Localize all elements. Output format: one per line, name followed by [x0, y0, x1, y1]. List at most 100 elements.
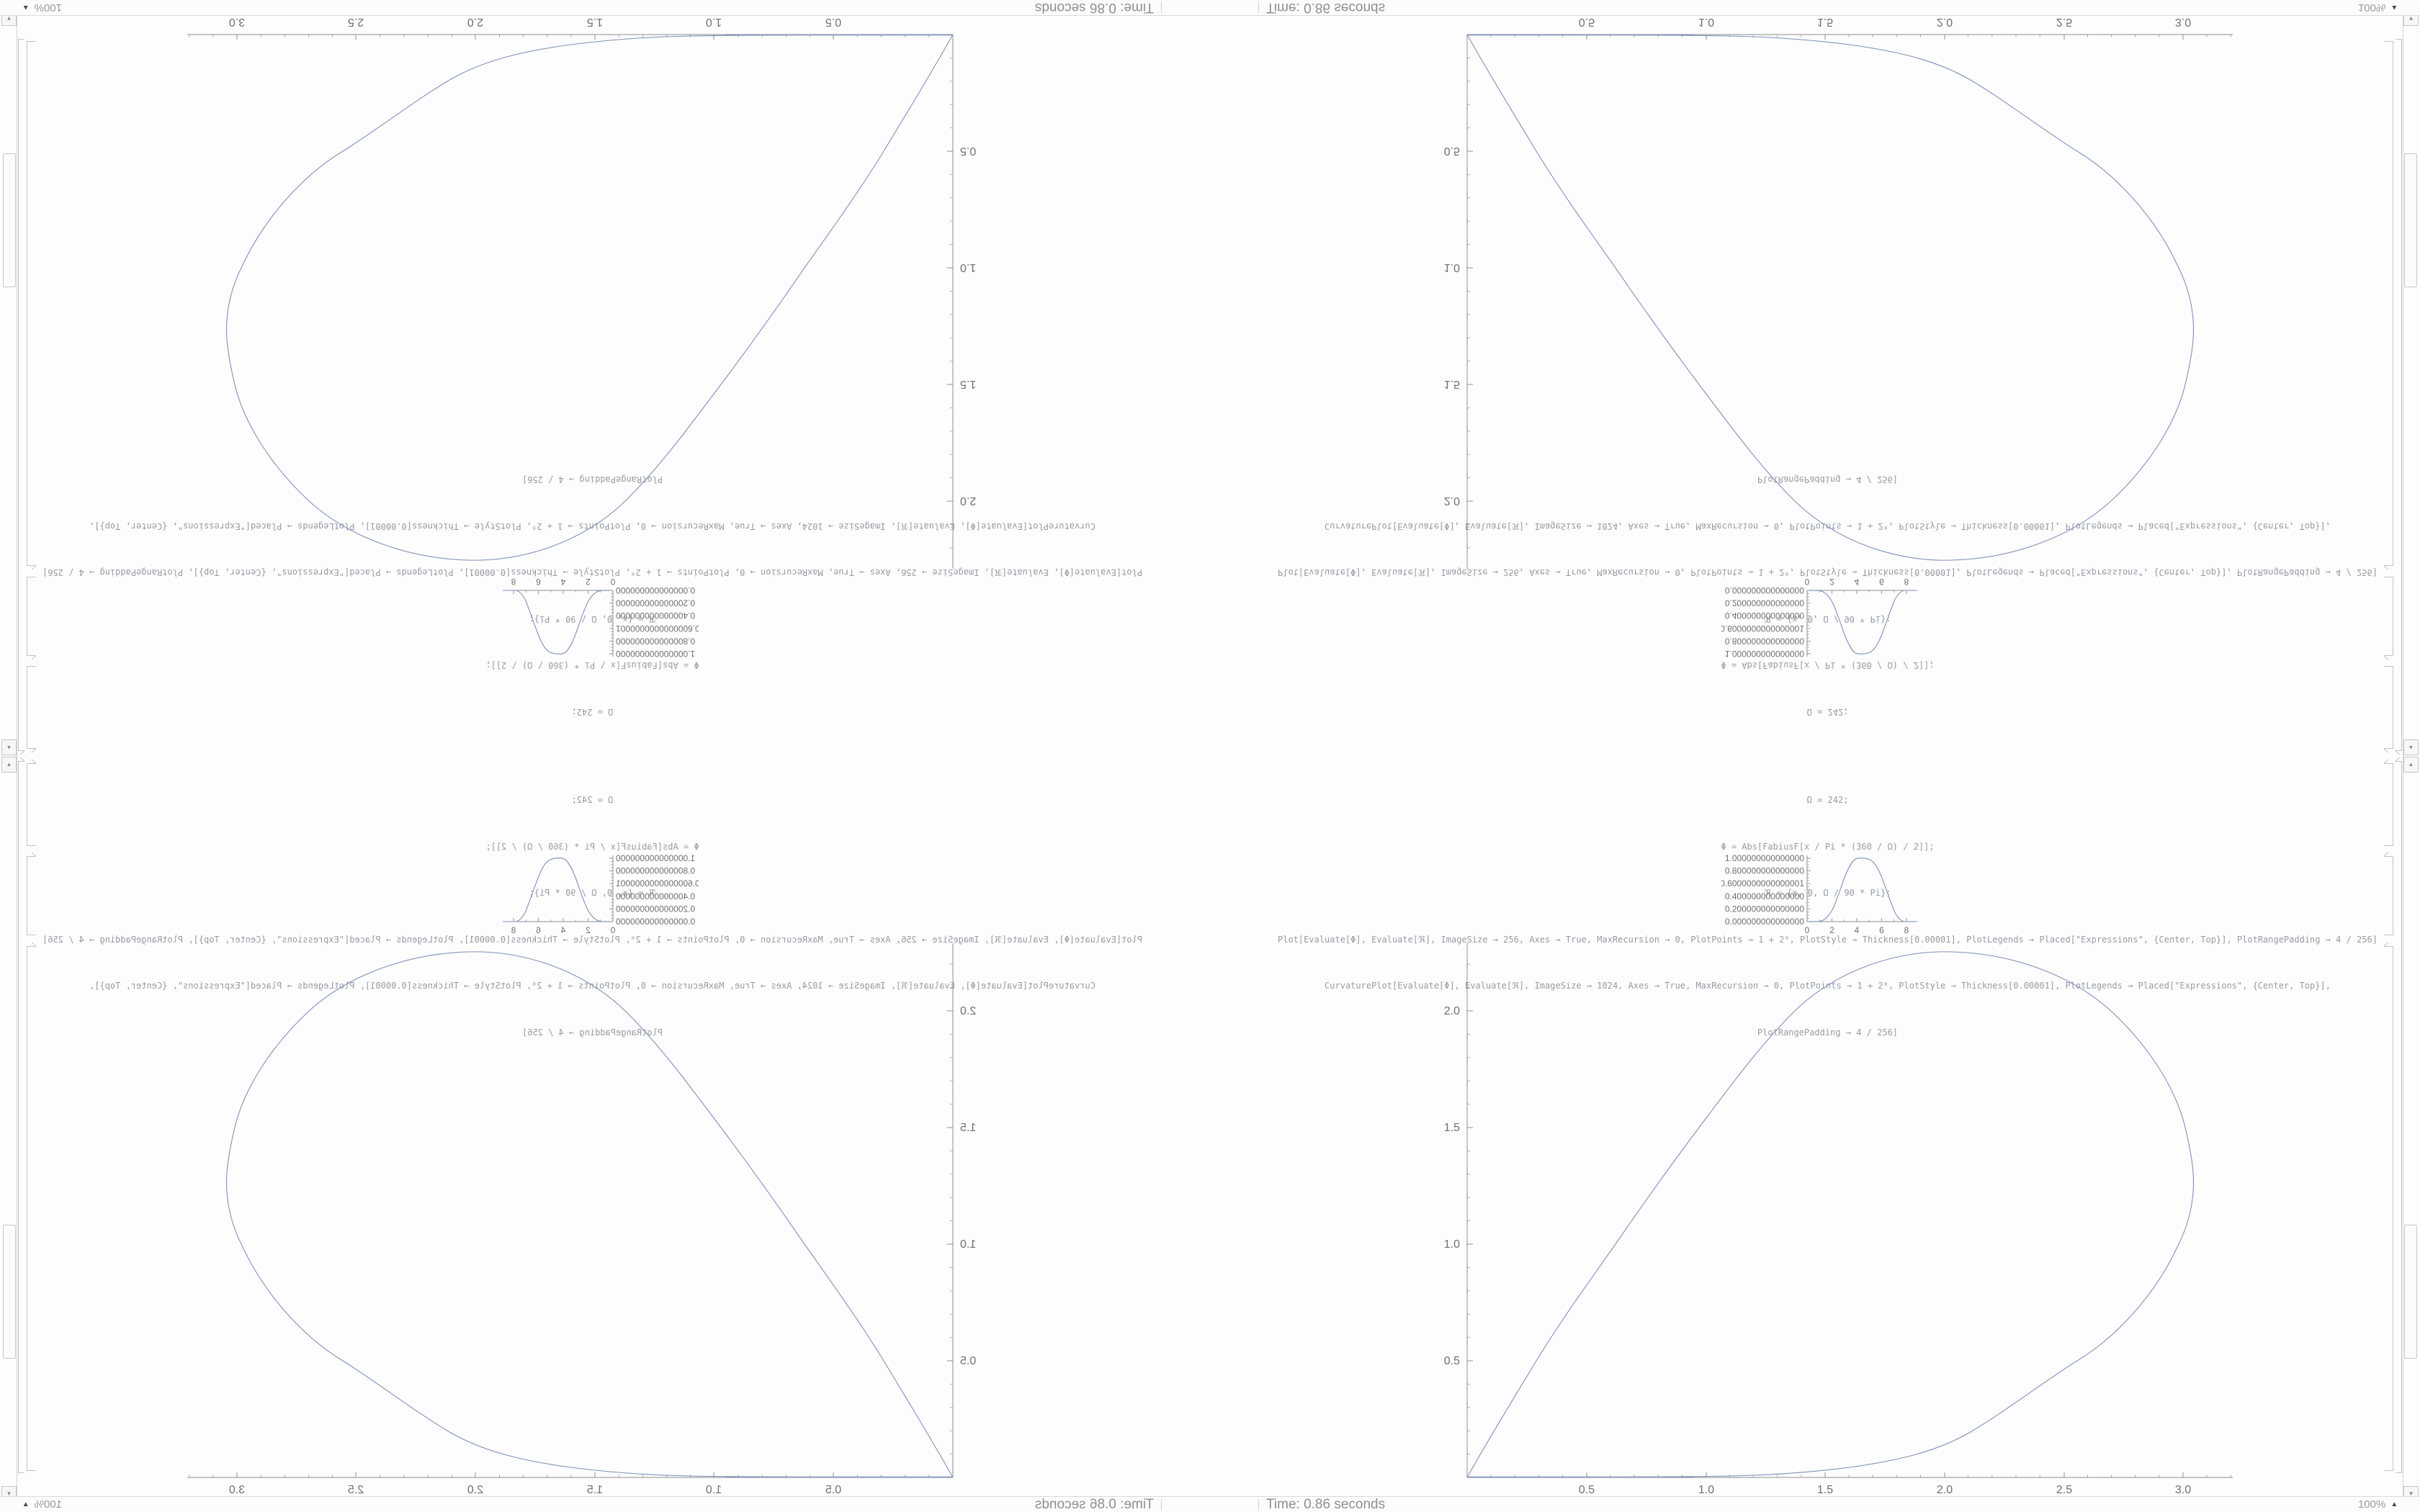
tick-label: 0.6000000000000001 [1721, 624, 1804, 634]
tick-label: 1.0 [960, 1238, 976, 1251]
magnification-control[interactable]: 100% ▲ [2358, 1497, 2420, 1512]
status-time: Time: 0.86 seconds [1266, 0, 1386, 15]
code-line[interactable]: Ω = 242; [1806, 707, 1849, 717]
tick-label: 2 [586, 577, 591, 587]
zoom-popup-icon[interactable]: ▲ [2390, 1500, 2398, 1508]
cell-bracket-input[interactable] [2384, 666, 2393, 749]
scrollbar-up-button[interactable]: ▲ [2403, 739, 2419, 755]
scrollbar-thumb[interactable] [2404, 153, 2417, 287]
large-plot-svg: 0.5 1.0 1.5 2.0 2.5 3.0 2.0 1.5 1.0 0.5 [187, 943, 976, 1496]
tick-label: 0.800000000000000 [616, 866, 695, 876]
code-line[interactable]: Φ = Abs[FabiusF[x / Pi * (360 / Ω) / 2]]… [1721, 841, 1935, 852]
notebook-quadrant-rotated-180: Ω = 242; Φ = Abs[FabiusF[x / Pi * (360 /… [0, 0, 1210, 756]
cell-bracket-output-small[interactable] [27, 577, 36, 656]
code-line[interactable]: CurvaturePlot[Evaluate[Φ], Evaluate[ℜ], … [1325, 981, 2331, 991]
tick-label: 2.0 [1937, 16, 1953, 28]
code-line[interactable]: Φ = Abs[FabiusF[x / Pi * (360 / Ω) / 2]]… [485, 841, 699, 852]
tick-label: 1.5 [1817, 1484, 1833, 1496]
zoom-level[interactable]: 100% [34, 1, 62, 14]
cell-bracket-output-large[interactable] [27, 946, 36, 1471]
status-bar: Time: 0.86 seconds [1210, 0, 2420, 16]
code-line[interactable]: Plot[Evaluate[Φ], Evaluate[ℜ], ImageSize… [1278, 934, 2378, 945]
scrollbar-thumb[interactable] [2404, 1225, 2417, 1359]
small-plot-svg: 1.000000000000000 0.800000000000000 0.60… [1721, 854, 1917, 935]
small-plot-svg: 1.000000000000000 0.800000000000000 0.60… [503, 577, 699, 658]
tick-label: 8 [511, 577, 516, 587]
tick-label: 1.0 [960, 261, 976, 274]
code-line[interactable]: Ω = 242; [1806, 795, 1849, 805]
cell-bracket-input[interactable] [27, 666, 36, 749]
tick-label: 0.6000000000000001 [1721, 878, 1804, 888]
zoom-level[interactable]: 100% [2358, 1498, 2386, 1511]
magnification-control[interactable]: 100% ▲ [0, 0, 62, 15]
tick-label: 1.5 [587, 1484, 603, 1496]
tick-label: 0.200000000000000 [1725, 904, 1804, 914]
cell-bracket-output-small[interactable] [2384, 577, 2393, 656]
status-bar: Time: 0.86 seconds [1210, 1496, 2420, 1512]
tick-label: 0.5 [825, 1484, 841, 1496]
magnification-control[interactable]: 100% ▲ [2358, 0, 2420, 15]
zoom-popup-icon[interactable]: ▲ [22, 1500, 30, 1508]
status-divider [1258, 1499, 1259, 1511]
cell-bracket-group[interactable] [18, 761, 24, 1473]
scrollbar-thumb[interactable] [3, 153, 16, 287]
cell-bracket-group[interactable] [18, 39, 24, 751]
scrollbar-track[interactable] [2, 10, 17, 756]
tick-label: 0.5 [825, 16, 841, 28]
scrollbar-track[interactable] [2403, 756, 2418, 1502]
down-arrow-icon: ▼ [2408, 1490, 2414, 1497]
scrollbar-up-button[interactable]: ▲ [2403, 757, 2419, 773]
scrollbar-thumb[interactable] [3, 1225, 16, 1359]
zoom-level[interactable]: 100% [2358, 1, 2386, 14]
code-line[interactable]: Ω = 242; [571, 707, 614, 717]
tick-label: 0.800000000000000 [1725, 866, 1804, 876]
large-plot-svg: 0.5 1.0 1.5 2.0 2.5 3.0 2.0 1.5 1.0 0.5 [1444, 16, 2233, 569]
code-line[interactable]: Φ = Abs[FabiusF[x / Pi * (360 / Ω) / 2]]… [1721, 660, 1935, 671]
code-line[interactable]: Φ = Abs[FabiusF[x / Pi * (360 / Ω) / 2]]… [485, 660, 699, 671]
magnification-control[interactable]: 100% ▲ [0, 1497, 62, 1512]
tick-label: 4 [560, 925, 565, 935]
tick-label: 1.000000000000000 [616, 854, 695, 863]
tick-label: 2.0 [467, 16, 483, 28]
cell-bracket-output-large[interactable] [27, 41, 36, 566]
tick-label: 1.000000000000000 [616, 649, 695, 658]
cell-bracket-output-large[interactable] [2384, 41, 2393, 566]
code-line[interactable]: Ω = 242; [571, 795, 614, 805]
large-plot-svg: 0.5 1.0 1.5 2.0 2.5 3.0 2.0 1.5 1.0 0.5 [187, 16, 976, 569]
tick-label: 2.0 [1444, 1005, 1460, 1017]
small-plot-output: 1.000000000000000 0.800000000000000 0.60… [501, 572, 699, 658]
tick-label: 0 [1805, 925, 1810, 935]
tick-label: 0 [610, 577, 615, 587]
tick-label: 1.0 [1444, 261, 1460, 274]
small-plot-curve [503, 858, 614, 922]
cell-bracket-input[interactable] [2384, 763, 2393, 846]
tick-label: 6 [536, 925, 541, 935]
cell-bracket-output-small[interactable] [27, 856, 36, 935]
tick-label: 8 [511, 925, 516, 935]
tick-label: 0.6000000000000001 [616, 624, 699, 634]
cell-bracket-group[interactable] [2396, 761, 2402, 1473]
code-line[interactable]: ℜ = {x, 0, Ω / 90 * Pi}; [1764, 888, 1891, 898]
code-line[interactable]: PlotRangePadding → 4 / 256] [1757, 1027, 1899, 1038]
tick-label: 2.5 [348, 16, 364, 28]
scrollbar-track[interactable] [2403, 10, 2418, 756]
notebook-quadrant: Ω = 242; Φ = Abs[FabiusF[x / Pi * (360 /… [1210, 756, 2420, 1512]
status-divider [1161, 1499, 1162, 1511]
code-input-cell[interactable]: Ω = 242; Φ = Abs[FabiusF[x / Pi * (360 /… [1239, 762, 2416, 1071]
cell-bracket-output-large[interactable] [2384, 946, 2393, 1471]
cell-bracket-group[interactable] [2396, 39, 2402, 751]
tick-label: 0.5 [1444, 145, 1460, 157]
scrollbar-up-button[interactable]: ▲ [1, 739, 17, 755]
small-plot-curve [503, 590, 614, 654]
zoom-popup-icon[interactable]: ▲ [22, 4, 30, 12]
small-plot-output: 1.000000000000000 0.800000000000000 0.60… [501, 854, 699, 940]
zoom-popup-icon[interactable]: ▲ [2390, 4, 2398, 12]
status-time: Time: 0.86 seconds [1034, 0, 1154, 15]
tick-label: 4 [560, 577, 565, 587]
scrollbar-up-button[interactable]: ▲ [1, 757, 17, 773]
scrollbar-track[interactable] [2, 756, 17, 1502]
zoom-level[interactable]: 100% [34, 1498, 62, 1511]
cell-bracket-output-small[interactable] [2384, 856, 2393, 935]
cell-bracket-input[interactable] [27, 763, 36, 846]
status-time: Time: 0.86 seconds [1266, 1497, 1386, 1512]
